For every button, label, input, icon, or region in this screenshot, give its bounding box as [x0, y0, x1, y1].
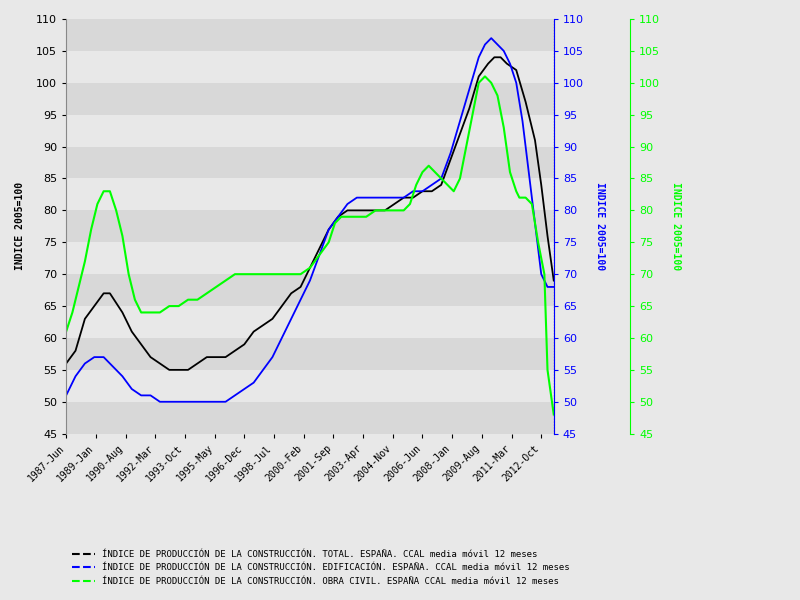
Bar [66, 19, 554, 51]
Line: ÍNDICE DE PRODUCCIÓN DE LA CONSTRUCCIÓN. OBRA CIVIL. ESPAÑA CCAL media móvil 12 meses: ÍNDICE DE PRODUCCIÓN DE LA CONSTRUCCIÓN.… [66, 76, 554, 415]
ÍNDICE DE PRODUCCIÓN DE LA CONSTRUCCIÓN. EDIFICACIÓN. ESPAÑA. CCAL media móvil 12 meses [155, 398, 165, 406]
ÍNDICE DE PRODUCCIÓN DE LA CONSTRUCCIÓN. TOTAL. ESPAÑA. CCAL media móvil 12 meses [194, 359, 204, 366]
ÍNDICE DE PRODUCCIÓN DE LA CONSTRUCCIÓN. OBRA CIVIL. ESPAÑA CCAL media móvil 12 meses [444, 183, 454, 190]
Bar [66, 370, 554, 402]
ÍNDICE DE PRODUCCIÓN DE LA CONSTRUCCIÓN. EDIFICACIÓN. ESPAÑA. CCAL media móvil 12 meses [405, 190, 414, 197]
Bar [66, 211, 554, 242]
Bar [66, 51, 554, 83]
ÍNDICE DE PRODUCCIÓN DE LA CONSTRUCCIÓN. TOTAL. ESPAÑA. CCAL media móvil 12 meses [62, 360, 71, 367]
Y-axis label: INDICE 2005=100: INDICE 2005=100 [15, 182, 25, 271]
Y-axis label: INDICE 2005=100: INDICE 2005=100 [594, 182, 605, 271]
ÍNDICE DE PRODUCCIÓN DE LA CONSTRUCCIÓN. TOTAL. ESPAÑA. CCAL media móvil 12 meses [490, 53, 499, 61]
ÍNDICE DE PRODUCCIÓN DE LA CONSTRUCCIÓN. EDIFICACIÓN. ESPAÑA. CCAL media móvil 12 meses [486, 35, 496, 42]
ÍNDICE DE PRODUCCIÓN DE LA CONSTRUCCIÓN. OBRA CIVIL. ESPAÑA CCAL media móvil 12 meses [549, 411, 558, 418]
ÍNDICE DE PRODUCCIÓN DE LA CONSTRUCCIÓN. TOTAL. ESPAÑA. CCAL media móvil 12 meses [446, 156, 455, 163]
Bar [66, 274, 554, 306]
ÍNDICE DE PRODUCCIÓN DE LA CONSTRUCCIÓN. TOTAL. ESPAÑA. CCAL media móvil 12 meses [165, 366, 174, 373]
ÍNDICE DE PRODUCCIÓN DE LA CONSTRUCCIÓN. TOTAL. ESPAÑA. CCAL media móvil 12 meses [75, 331, 85, 338]
ÍNDICE DE PRODUCCIÓN DE LA CONSTRUCCIÓN. TOTAL. ESPAÑA. CCAL media móvil 12 meses [518, 88, 527, 95]
ÍNDICE DE PRODUCCIÓN DE LA CONSTRUCCIÓN. TOTAL. ESPAÑA. CCAL media móvil 12 meses [549, 277, 558, 284]
Line: ÍNDICE DE PRODUCCIÓN DE LA CONSTRUCCIÓN. EDIFICACIÓN. ESPAÑA. CCAL media móvil 12 meses: ÍNDICE DE PRODUCCIÓN DE LA CONSTRUCCIÓN.… [66, 38, 554, 402]
ÍNDICE DE PRODUCCIÓN DE LA CONSTRUCCIÓN. EDIFICACIÓN. ESPAÑA. CCAL media móvil 12 meses [218, 398, 227, 406]
ÍNDICE DE PRODUCCIÓN DE LA CONSTRUCCIÓN. EDIFICACIÓN. ESPAÑA. CCAL media móvil 12 meses [549, 283, 558, 290]
ÍNDICE DE PRODUCCIÓN DE LA CONSTRUCCIÓN. OBRA CIVIL. ESPAÑA CCAL media móvil 12 meses [216, 280, 226, 287]
Bar [66, 178, 554, 211]
Bar [66, 402, 554, 434]
ÍNDICE DE PRODUCCIÓN DE LA CONSTRUCCIÓN. EDIFICACIÓN. ESPAÑA. CCAL media móvil 12 meses [75, 366, 85, 373]
ÍNDICE DE PRODUCCIÓN DE LA CONSTRUCCIÓN. OBRA CIVIL. ESPAÑA CCAL media móvil 12 meses [62, 328, 71, 335]
ÍNDICE DE PRODUCCIÓN DE LA CONSTRUCCIÓN. EDIFICACIÓN. ESPAÑA. CCAL media móvil 12 meses [62, 392, 71, 399]
Y-axis label: INDICE 2005=100: INDICE 2005=100 [671, 182, 681, 271]
ÍNDICE DE PRODUCCIÓN DE LA CONSTRUCCIÓN. OBRA CIVIL. ESPAÑA CCAL media móvil 12 meses [480, 73, 490, 80]
ÍNDICE DE PRODUCCIÓN DE LA CONSTRUCCIÓN. TOTAL. ESPAÑA. CCAL media móvil 12 meses [405, 194, 414, 201]
ÍNDICE DE PRODUCCIÓN DE LA CONSTRUCCIÓN. TOTAL. ESPAÑA. CCAL media móvil 12 meses [218, 353, 227, 361]
ÍNDICE DE PRODUCCIÓN DE LA CONSTRUCCIÓN. OBRA CIVIL. ESPAÑA CCAL media móvil 12 meses [193, 296, 202, 303]
Bar [66, 83, 554, 115]
Bar [66, 115, 554, 146]
Bar [66, 242, 554, 274]
ÍNDICE DE PRODUCCIÓN DE LA CONSTRUCCIÓN. EDIFICACIÓN. ESPAÑA. CCAL media móvil 12 meses [194, 398, 204, 406]
Line: ÍNDICE DE PRODUCCIÓN DE LA CONSTRUCCIÓN. TOTAL. ESPAÑA. CCAL media móvil 12 meses: ÍNDICE DE PRODUCCIÓN DE LA CONSTRUCCIÓN.… [66, 57, 554, 370]
ÍNDICE DE PRODUCCIÓN DE LA CONSTRUCCIÓN. OBRA CIVIL. ESPAÑA CCAL media móvil 12 meses [516, 194, 526, 201]
ÍNDICE DE PRODUCCIÓN DE LA CONSTRUCCIÓN. OBRA CIVIL. ESPAÑA CCAL media móvil 12 meses [404, 202, 414, 209]
Bar [66, 306, 554, 338]
Bar [66, 146, 554, 178]
Bar [66, 338, 554, 370]
ÍNDICE DE PRODUCCIÓN DE LA CONSTRUCCIÓN. EDIFICACIÓN. ESPAÑA. CCAL media móvil 12 meses [518, 118, 527, 125]
ÍNDICE DE PRODUCCIÓN DE LA CONSTRUCCIÓN. EDIFICACIÓN. ESPAÑA. CCAL media móvil 12 meses [446, 149, 455, 157]
ÍNDICE DE PRODUCCIÓN DE LA CONSTRUCCIÓN. OBRA CIVIL. ESPAÑA CCAL media móvil 12 meses [75, 277, 85, 284]
Legend: ÍNDICE DE PRODUCCIÓN DE LA CONSTRUCCIÓN. TOTAL. ESPAÑA. CCAL media móvil 12 mese: ÍNDICE DE PRODUCCIÓN DE LA CONSTRUCCIÓN.… [69, 546, 573, 589]
